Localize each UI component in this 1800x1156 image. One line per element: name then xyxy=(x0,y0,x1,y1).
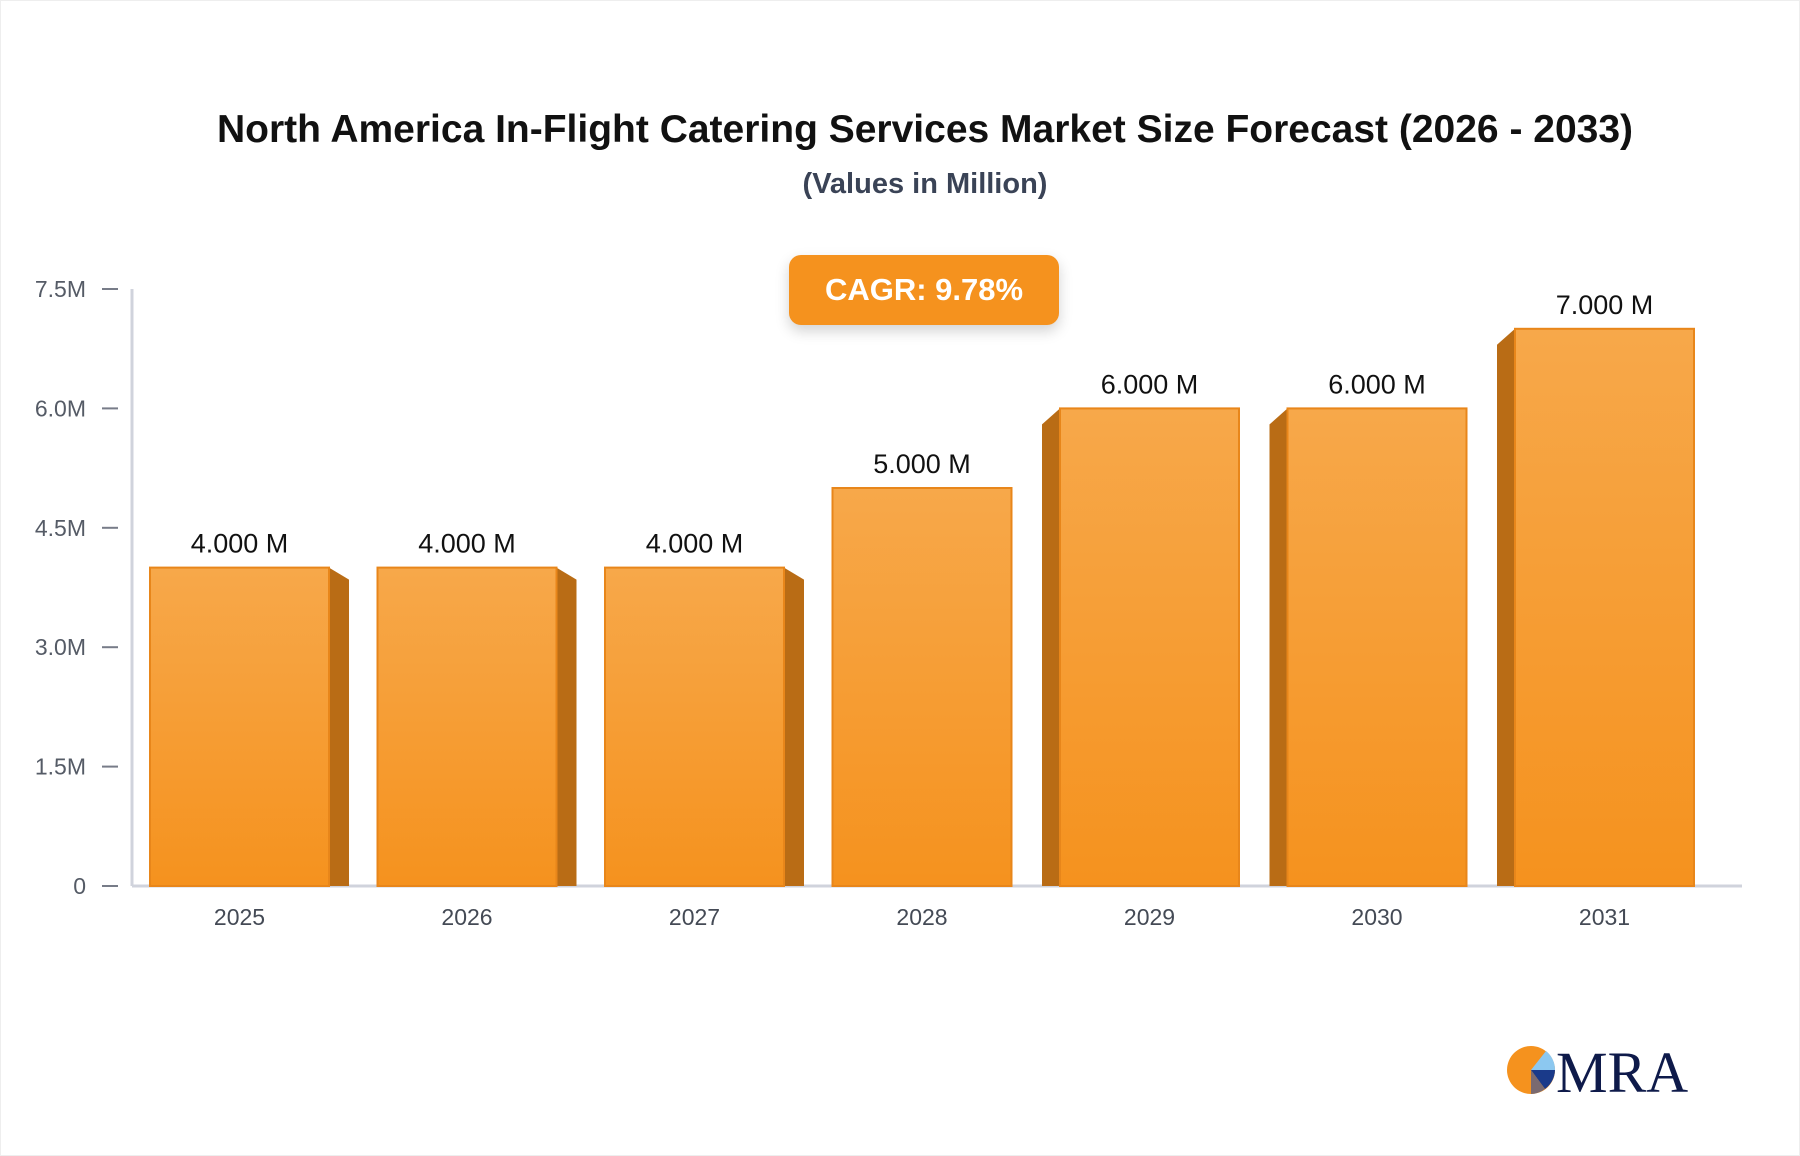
x-tick-label: 2025 xyxy=(214,904,265,930)
y-tick-label: 3.0M xyxy=(35,634,86,660)
bar-side xyxy=(556,567,577,886)
bar xyxy=(1286,407,1468,887)
data-label: 4.000 M xyxy=(418,529,516,559)
data-label: 4.000 M xyxy=(646,529,744,559)
bar xyxy=(604,566,785,887)
y-tick-label: 7.5M xyxy=(35,276,86,302)
x-tick-label: 2028 xyxy=(896,904,947,930)
bar xyxy=(149,566,330,887)
x-tick-label: 2029 xyxy=(1124,904,1175,930)
y-tick-label: 0 xyxy=(73,873,86,899)
x-tick-label: 2026 xyxy=(441,904,492,930)
cagr-badge: CAGR: 9.78% xyxy=(789,255,1059,325)
y-tick-label: 1.5M xyxy=(35,754,86,780)
bar-side xyxy=(784,567,804,886)
bar-side xyxy=(1042,408,1060,886)
bar xyxy=(376,566,558,887)
mra-logo: MRA xyxy=(1507,1040,1688,1100)
data-label: 6.000 M xyxy=(1328,369,1426,399)
y-tick-label: 6.0M xyxy=(35,395,86,421)
bar xyxy=(1514,327,1695,887)
x-tick-label: 2030 xyxy=(1351,904,1402,930)
data-label: 7.000 M xyxy=(1556,290,1654,320)
y-tick-label: 4.5M xyxy=(35,515,86,541)
chart-title: North America In-Flight Catering Service… xyxy=(216,108,1634,151)
data-label: 6.000 M xyxy=(1101,369,1199,399)
svg-text:MRA: MRA xyxy=(1556,1040,1688,1100)
data-label: 5.000 M xyxy=(873,449,971,479)
bar-side xyxy=(1269,408,1288,886)
chart-subtitle: (Values in Million) xyxy=(802,168,1048,200)
bar xyxy=(831,487,1013,887)
x-tick-label: 2031 xyxy=(1579,904,1630,930)
bar-side xyxy=(1497,328,1515,886)
data-label: 4.000 M xyxy=(191,529,289,559)
bar-side xyxy=(329,567,349,886)
x-tick-label: 2027 xyxy=(669,904,720,930)
bar xyxy=(1059,407,1240,887)
